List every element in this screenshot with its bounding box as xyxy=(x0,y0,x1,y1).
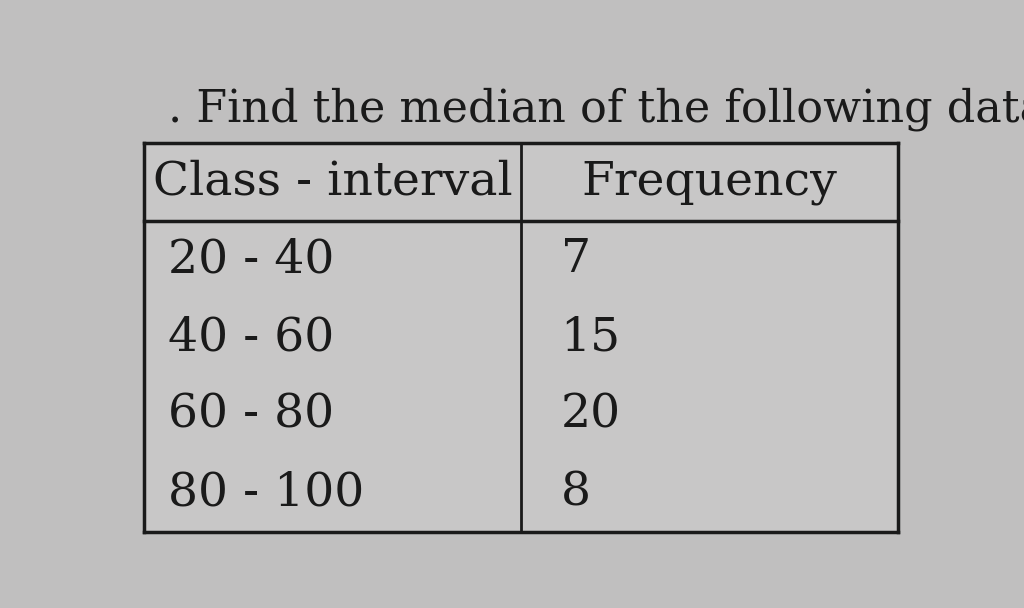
Text: 60 - 80: 60 - 80 xyxy=(168,393,334,438)
Text: 8: 8 xyxy=(560,470,591,516)
Text: 15: 15 xyxy=(560,315,621,360)
Text: 20: 20 xyxy=(560,393,621,438)
Text: Class - interval: Class - interval xyxy=(153,159,512,205)
Text: Frequency: Frequency xyxy=(582,159,838,205)
Text: . Find the median of the following data :: . Find the median of the following data … xyxy=(168,87,1024,131)
Text: 7: 7 xyxy=(560,237,591,282)
Text: 20 - 40: 20 - 40 xyxy=(168,237,334,282)
Text: 80 - 100: 80 - 100 xyxy=(168,470,364,516)
Text: 40 - 60: 40 - 60 xyxy=(168,315,334,360)
